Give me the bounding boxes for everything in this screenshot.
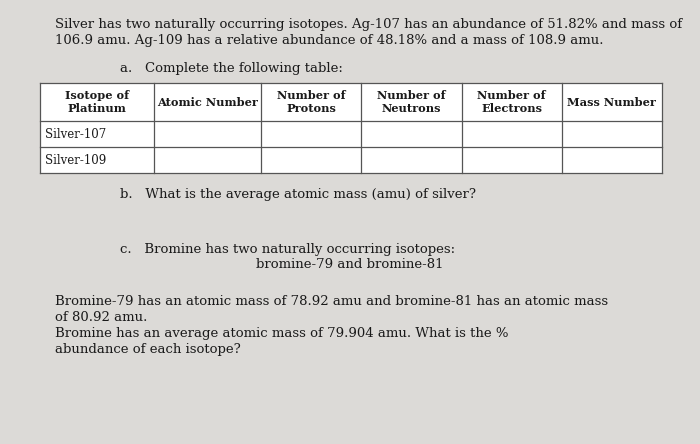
Text: Atomic Number: Atomic Number	[158, 96, 258, 107]
Text: Bromine-79 has an atomic mass of 78.92 amu and bromine-81 has an atomic mass: Bromine-79 has an atomic mass of 78.92 a…	[55, 295, 608, 308]
Text: c.   Bromine has two naturally occurring isotopes:: c. Bromine has two naturally occurring i…	[120, 243, 455, 256]
Text: Mass Number: Mass Number	[568, 96, 657, 107]
Text: Number of
Neutrons: Number of Neutrons	[377, 90, 446, 115]
Text: Silver-107: Silver-107	[45, 127, 106, 140]
Text: Isotope of
Platinum: Isotope of Platinum	[65, 90, 129, 115]
Text: Silver-109: Silver-109	[45, 154, 106, 166]
Text: abundance of each isotope?: abundance of each isotope?	[55, 343, 241, 356]
Text: bromine-79 and bromine-81: bromine-79 and bromine-81	[256, 258, 444, 271]
Text: of 80.92 amu.: of 80.92 amu.	[55, 311, 148, 324]
Text: Silver has two naturally occurring isotopes. Ag-107 has an abundance of 51.82% a: Silver has two naturally occurring isoto…	[55, 18, 682, 31]
Text: Bromine has an average atomic mass of 79.904 amu. What is the %: Bromine has an average atomic mass of 79…	[55, 327, 508, 340]
Bar	[40, 83, 662, 173]
Text: Number of
Electrons: Number of Electrons	[477, 90, 546, 115]
Text: a.   Complete the following table:: a. Complete the following table:	[120, 62, 343, 75]
Text: Number of
Protons: Number of Protons	[277, 90, 346, 115]
Text: 106.9 amu. Ag-109 has a relative abundance of 48.18% and a mass of 108.9 amu.: 106.9 amu. Ag-109 has a relative abundan…	[55, 34, 603, 47]
Text: b.   What is the average atomic mass (amu) of silver?: b. What is the average atomic mass (amu)…	[120, 188, 476, 201]
